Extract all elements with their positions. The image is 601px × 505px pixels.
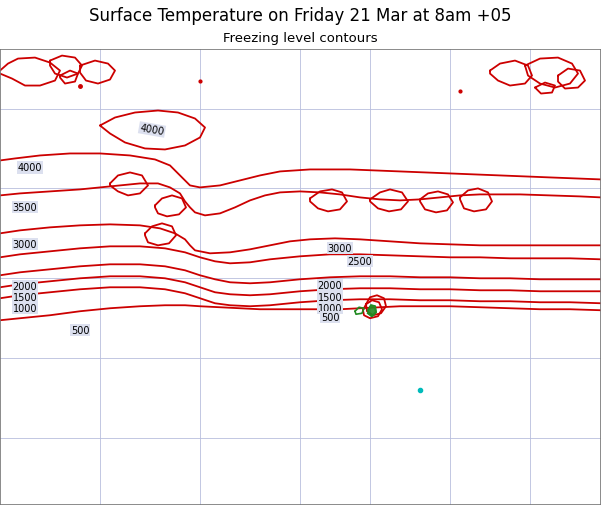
Text: 3000: 3000 [328, 244, 352, 254]
Text: 1500: 1500 [318, 293, 343, 302]
Text: 3000: 3000 [13, 240, 37, 250]
Text: 500: 500 [71, 326, 90, 335]
Text: 1500: 1500 [13, 293, 37, 302]
Text: Surface Temperature on Friday 21 Mar at 8am +05: Surface Temperature on Friday 21 Mar at … [90, 7, 511, 25]
Text: 1000: 1000 [318, 304, 342, 314]
Text: 3500: 3500 [13, 203, 37, 213]
Text: Freezing level contours: Freezing level contours [223, 32, 378, 45]
Text: 2000: 2000 [318, 281, 343, 291]
Polygon shape [368, 306, 376, 317]
Text: 1000: 1000 [13, 304, 37, 314]
Text: 500: 500 [321, 313, 339, 323]
Text: 2500: 2500 [347, 257, 373, 267]
Text: 4000: 4000 [139, 123, 165, 137]
Text: 2000: 2000 [13, 282, 37, 292]
Text: 4000: 4000 [18, 163, 42, 173]
